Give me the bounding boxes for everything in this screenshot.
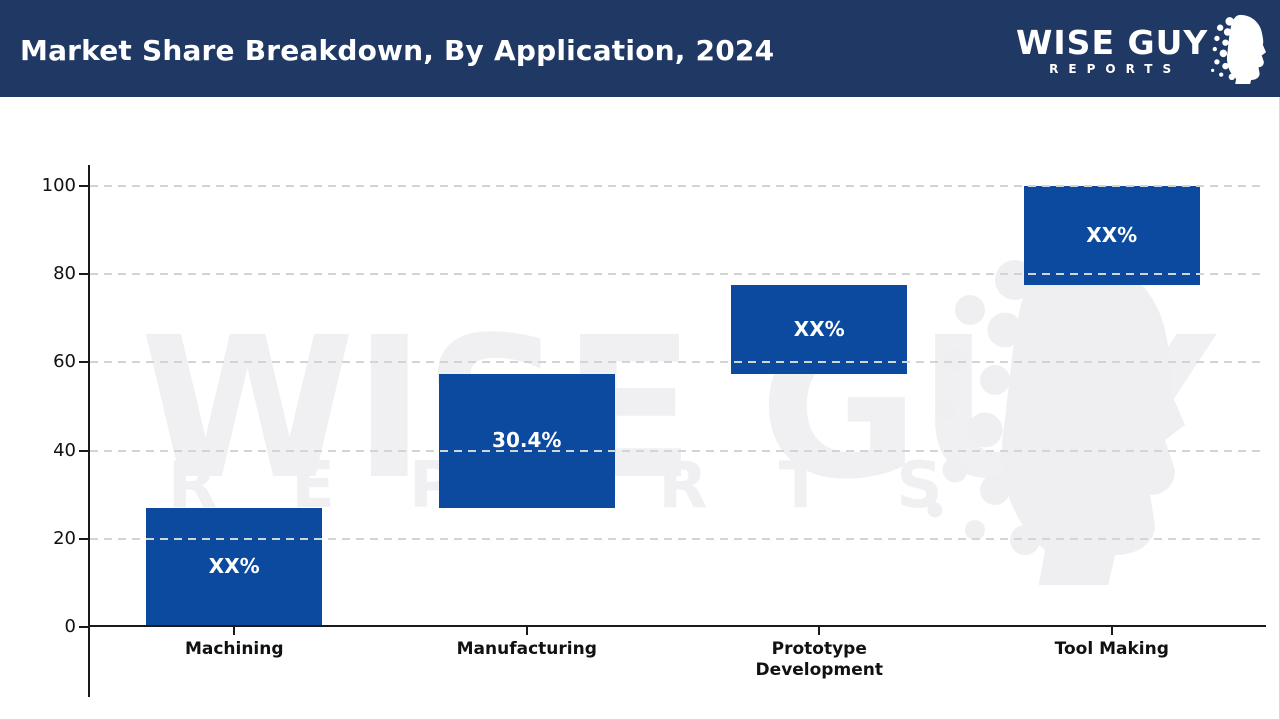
x-axis-tick — [818, 627, 821, 635]
y-axis-tick-label: 100 — [41, 175, 76, 196]
brand-name: WISE GUY — [1016, 23, 1209, 62]
x-axis-category-label: Prototype Development — [755, 639, 883, 680]
gridline — [90, 185, 1264, 187]
header-bar: Market Share Breakdown, By Application, … — [0, 0, 1280, 97]
chart-area: WISE GUY REPORTS 020406080100XX%Machinin… — [0, 97, 1280, 720]
y-axis-tick — [79, 537, 88, 540]
gridline — [90, 361, 1264, 364]
x-axis-category-label: Machining — [184, 639, 284, 659]
watermark-face-icon — [927, 250, 1185, 585]
y-axis-tick-label: 20 — [53, 527, 76, 549]
y-axis-tick — [79, 361, 88, 364]
brand-subname: REPORTS — [1049, 62, 1182, 76]
x-axis-tick — [525, 627, 528, 635]
page-title: Market Share Breakdown, By Application, … — [20, 34, 775, 67]
y-axis-tick — [79, 273, 88, 276]
y-axis-spine — [88, 165, 90, 697]
gridline — [90, 449, 1264, 452]
y-axis-tick — [79, 185, 88, 187]
x-axis-category-label: Manufacturing — [456, 639, 597, 659]
y-axis-tick-label: 40 — [53, 439, 76, 461]
bar-segment: XX% — [731, 285, 908, 374]
y-axis-tick-label: 80 — [53, 263, 76, 285]
bar-value-label: XX% — [208, 554, 260, 579]
brand-logo: WISE GUY REPORTS — [1016, 8, 1266, 90]
bar-value-label: 30.4% — [492, 427, 562, 452]
y-axis-tick-label: 60 — [53, 351, 76, 373]
gridline — [90, 537, 1264, 540]
x-axis-spine — [88, 625, 1266, 627]
y-axis-tick-label: 0 — [64, 616, 76, 637]
x-axis-tick — [233, 627, 236, 635]
bar-segment: XX% — [1023, 186, 1200, 286]
y-axis-tick — [79, 449, 88, 452]
dotted-face-icon — [1211, 14, 1266, 84]
x-axis-category-label: Tool Making — [1054, 639, 1169, 659]
bar-segment: XX% — [146, 507, 323, 627]
bar-value-label: XX% — [793, 316, 845, 341]
brand-logo-text: WISE GUY REPORTS — [1016, 23, 1209, 77]
gridline — [90, 273, 1264, 276]
y-axis-tick — [79, 626, 88, 628]
x-axis-tick — [1110, 627, 1113, 635]
bar-segment: 30.4% — [438, 373, 615, 508]
bar-value-label: XX% — [1086, 222, 1138, 247]
